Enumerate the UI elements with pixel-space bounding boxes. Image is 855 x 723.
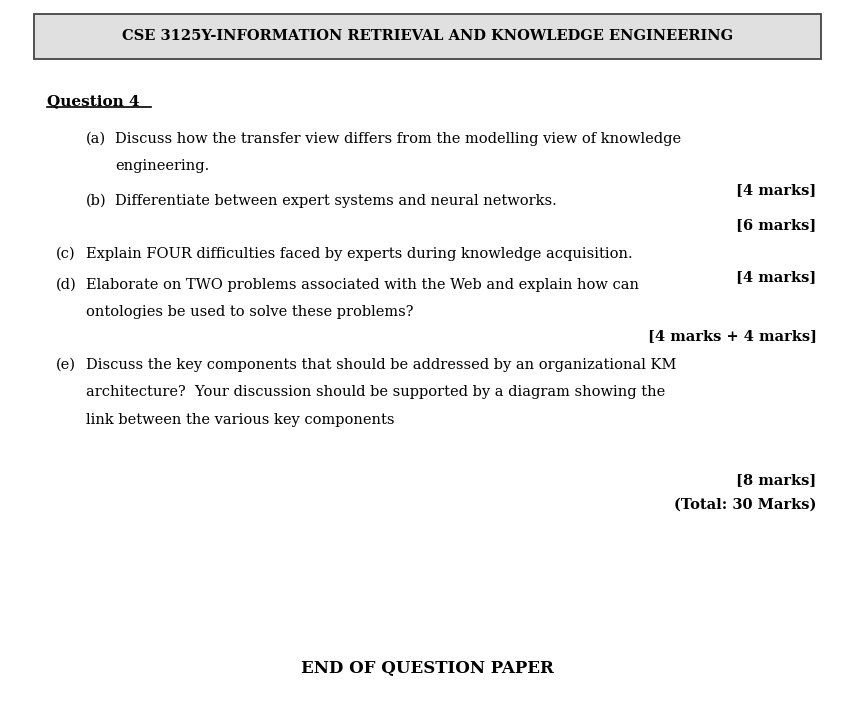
Text: [4 marks]: [4 marks] [736,270,817,284]
Text: (c): (c) [56,247,75,260]
Text: END OF QUESTION PAPER: END OF QUESTION PAPER [301,660,554,677]
Text: (e): (e) [56,358,75,372]
Text: Explain FOUR difficulties faced by experts during knowledge acquisition.: Explain FOUR difficulties faced by exper… [86,247,632,260]
Text: [8 marks]: [8 marks] [736,474,817,487]
Text: architecture?  Your discussion should be supported by a diagram showing the: architecture? Your discussion should be … [86,385,664,399]
Text: CSE 3125Y-INFORMATION RETRIEVAL AND KNOWLEDGE ENGINEERING: CSE 3125Y-INFORMATION RETRIEVAL AND KNOW… [122,29,733,43]
Text: (Total: 30 Marks): (Total: 30 Marks) [674,498,817,512]
Text: Elaborate on TWO problems associated with the Web and explain how can: Elaborate on TWO problems associated wit… [86,278,639,291]
Text: (d): (d) [56,278,76,291]
Text: ontologies be used to solve these problems?: ontologies be used to solve these proble… [86,305,413,319]
Text: Differentiate between expert systems and neural networks.: Differentiate between expert systems and… [115,194,557,208]
Text: [6 marks]: [6 marks] [736,218,817,231]
Text: engineering.: engineering. [115,159,209,173]
Text: (b): (b) [86,194,106,208]
Text: [4 marks + 4 marks]: [4 marks + 4 marks] [647,329,817,343]
Text: (a): (a) [86,132,106,145]
Text: Question 4: Question 4 [47,94,139,108]
Text: Discuss the key components that should be addressed by an organizational KM: Discuss the key components that should b… [86,358,675,372]
FancyBboxPatch shape [34,14,821,59]
Text: link between the various key components: link between the various key components [86,413,394,427]
Text: [4 marks]: [4 marks] [736,183,817,197]
Text: Discuss how the transfer view differs from the modelling view of knowledge: Discuss how the transfer view differs fr… [115,132,681,145]
